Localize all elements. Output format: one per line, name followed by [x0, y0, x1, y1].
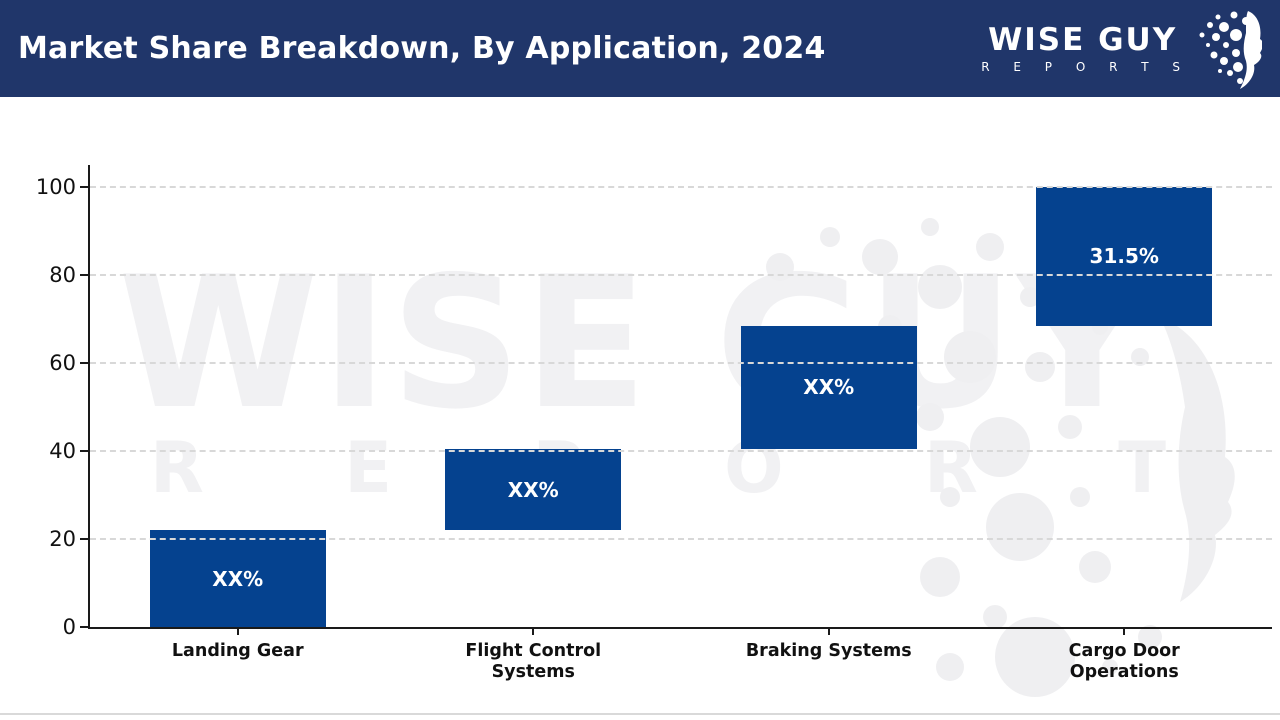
gridline-80	[90, 274, 1272, 276]
x-axis-category-label: Landing Gear	[172, 641, 304, 662]
bar-braking-systems	[740, 325, 917, 449]
face-profile-dots-icon	[1199, 10, 1262, 89]
y-tick-label: 60	[49, 351, 76, 375]
y-tick-label: 20	[49, 527, 76, 551]
y-tick-mark	[80, 186, 88, 188]
y-tick-label: 80	[49, 263, 76, 287]
logo-wordmark: WISE GUY	[988, 21, 1178, 58]
gridline-100	[90, 186, 1272, 188]
bar-value-label: XX%	[212, 566, 264, 591]
x-axis-category-line: Braking Systems	[745, 641, 912, 661]
wise-guy-reports-logo: WISE GUY R E P O R T S	[975, 7, 1262, 91]
x-axis-category-line: Flight Control	[465, 641, 602, 661]
y-tick-label: 0	[62, 615, 76, 639]
y-tick-label: 40	[49, 439, 76, 463]
header-bar: Market Share Breakdown, By Application, …	[0, 0, 1280, 97]
y-tick-mark	[80, 538, 88, 540]
x-axis-category-line: Cargo Door	[1068, 641, 1180, 661]
plot-area: XX% Landing Gear XX% Flight Control Systems X…	[36, 165, 1272, 682]
y-tick-label: 100	[35, 175, 76, 199]
gridline-60	[90, 362, 1272, 364]
x-axis-category-line: Operations	[1069, 662, 1179, 682]
footer-divider	[0, 713, 1280, 715]
x-tick-mark	[827, 627, 830, 635]
logo-subtext: R E P O R T S	[981, 59, 1190, 74]
x-axis-category-label: Flight Control Systems	[465, 641, 601, 683]
y-tick-mark	[80, 626, 88, 628]
gridline-20	[90, 538, 1272, 540]
bar-value-label: 31.5%	[1089, 244, 1159, 269]
logo-text: WISE GUY R E P O R T S	[975, 21, 1190, 74]
gridline-40	[90, 450, 1272, 452]
x-axis-category-label: Braking Systems	[746, 641, 912, 662]
page-title: Market Share Breakdown, By Application, …	[18, 31, 826, 66]
bar-flight-control-systems	[445, 448, 622, 531]
bar-value-label: XX%	[507, 477, 559, 502]
x-axis-category-line: Landing Gear	[171, 641, 304, 661]
chart-canvas: WISE GUY R E P O R T S XX%Landing GearXX…	[0, 97, 1280, 714]
y-tick-mark	[80, 450, 88, 452]
x-axis-category-label: Cargo Door Operations	[1069, 641, 1180, 683]
bar-landing-gear	[149, 530, 326, 627]
y-tick-mark	[80, 362, 88, 364]
x-tick-mark	[532, 627, 535, 635]
y-tick-mark	[80, 274, 88, 276]
x-tick-mark	[236, 627, 239, 635]
x-tick-mark	[1123, 627, 1126, 635]
bar-value-label: XX%	[803, 375, 855, 400]
x-axis-category-line: Systems	[491, 662, 575, 682]
